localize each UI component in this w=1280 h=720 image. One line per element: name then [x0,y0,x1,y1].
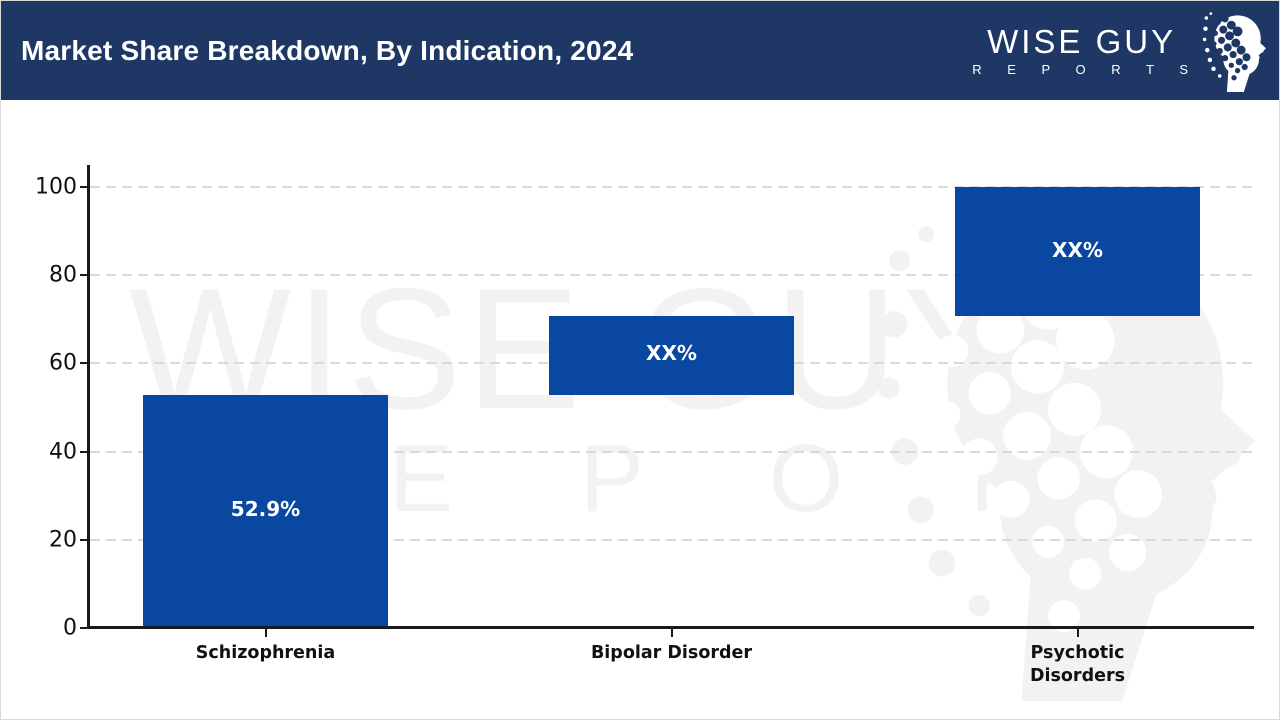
x-tick-mark [264,629,267,637]
logo: WISE GUY R E P O R T S [964,1,1267,100]
header-bar: Market Share Breakdown, By Indication, 2… [1,1,1279,100]
y-tick-mark [80,186,88,188]
bar [549,316,794,395]
y-tick-label: 80 [49,262,77,288]
gridline [90,274,1254,277]
x-tick-mark [670,629,673,637]
gridline [90,538,1254,541]
y-tick-mark [80,274,88,277]
y-tick-mark [80,362,88,365]
bar [955,187,1200,317]
gridline [90,450,1254,453]
y-axis-line [87,165,90,629]
y-tick-mark [80,538,88,541]
y-tick-mark [80,450,88,453]
y-tick-label: 100 [35,174,77,200]
bar-value-label: 52.9% [230,497,301,522]
bar-value-label: XX% [1052,237,1103,262]
x-category-label: Bipolar Disorder [590,643,753,663]
logo-text: WISE GUY R E P O R T S [964,22,1199,77]
logo-head-icon [1202,11,1267,92]
y-tick-label: 20 [49,527,77,553]
logo-subtitle: R E P O R T S [972,61,1199,77]
x-tick-mark [1076,629,1079,637]
gridline [90,186,1254,188]
x-axis-line [87,626,1254,629]
x-category-label: Psychotic Disorders [1029,643,1126,686]
bar-value-label: XX% [646,341,697,366]
y-tick-label: 60 [49,350,77,376]
x-category-label: Schizophrenia [195,643,336,663]
bar [143,394,388,628]
y-tick-label: 0 [63,615,77,641]
y-tick-mark [80,627,88,629]
logo-wordmark: WISE GUY [987,22,1177,60]
page-title: Market Share Breakdown, By Indication, 2… [21,34,634,66]
y-tick-label: 40 [49,439,77,465]
